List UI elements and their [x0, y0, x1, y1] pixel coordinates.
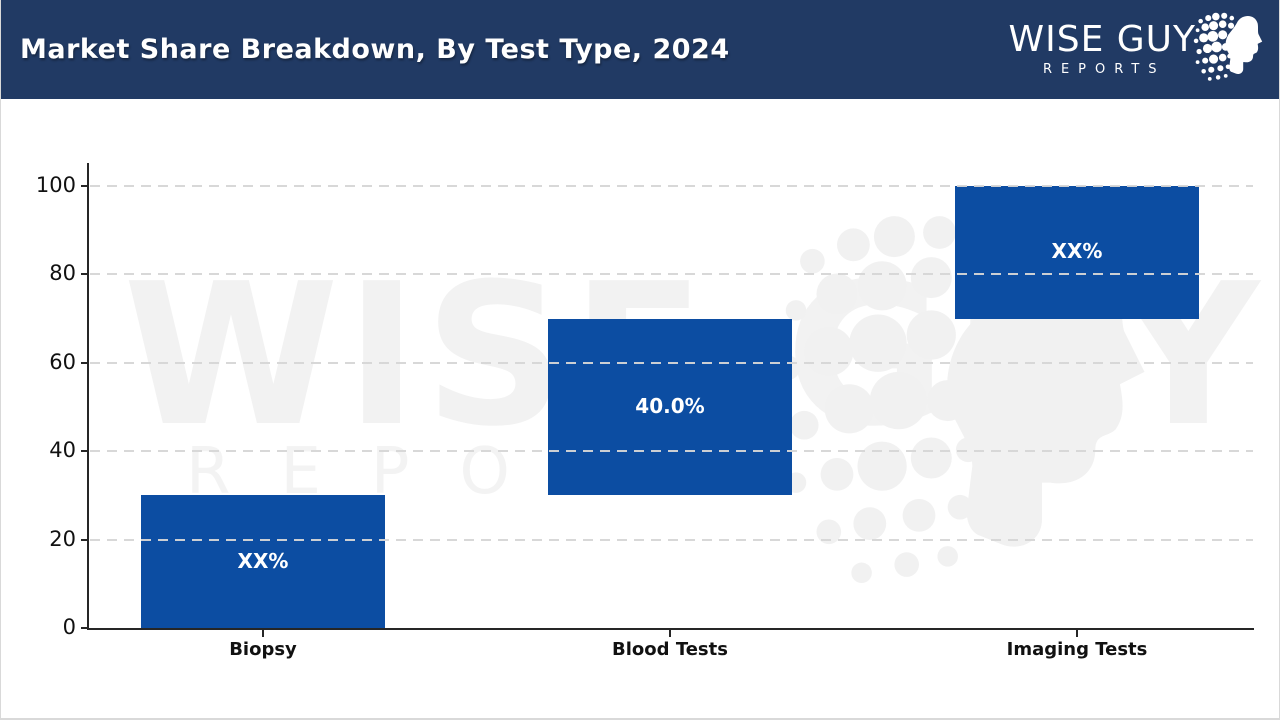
gridline-20: [90, 538, 1253, 541]
y-tick-mark: [81, 627, 88, 629]
bar-biopsy: [141, 495, 385, 628]
bar-value-label: XX%: [237, 548, 289, 573]
x-category-label: Blood Tests: [612, 639, 728, 660]
logo-subtitle: REPORTS: [1042, 62, 1166, 77]
y-tick-mark: [81, 361, 88, 364]
x-tick-mark: [1076, 630, 1078, 637]
gridline-80: [90, 273, 1253, 276]
y-tick-label: 0: [62, 615, 76, 639]
y-tick-mark: [81, 185, 88, 187]
y-tick-label: 20: [49, 526, 76, 551]
x-tick-mark: [262, 630, 264, 637]
wise-guy-logo: WISE GUY REPORTS: [1009, 10, 1267, 90]
y-tick-label: 40: [49, 438, 76, 463]
x-axis-line: [87, 628, 1254, 630]
bar-value-label: XX%: [1051, 239, 1103, 264]
x-category-label: Biopsy: [229, 639, 297, 660]
y-tick-mark: [81, 538, 88, 541]
y-tick-mark: [81, 450, 88, 453]
gridline-60: [90, 361, 1253, 364]
logo-text: WISE GUY REPORTS: [1008, 19, 1197, 78]
y-tick-label: 60: [49, 349, 76, 374]
bar-blood-tests: [548, 318, 792, 496]
dotted-face-icon: [1190, 10, 1266, 90]
x-tick-mark: [669, 630, 671, 637]
bar-value-label: 40.0%: [635, 394, 705, 418]
y-tick-mark: [81, 273, 88, 276]
x-category-label: Imaging Tests: [1006, 639, 1148, 660]
gridline-40: [90, 450, 1253, 453]
y-axis-line: [87, 163, 89, 630]
header-band: Market Share Breakdown, By Test Type, 20…: [0, 0, 1280, 99]
page-title: Market Share Breakdown, By Test Type, 20…: [20, 34, 730, 65]
gridline-100: [90, 185, 1253, 187]
logo-name: WISE GUY: [1008, 19, 1196, 60]
y-tick-label: 100: [35, 173, 76, 197]
y-tick-label: 80: [49, 261, 76, 286]
